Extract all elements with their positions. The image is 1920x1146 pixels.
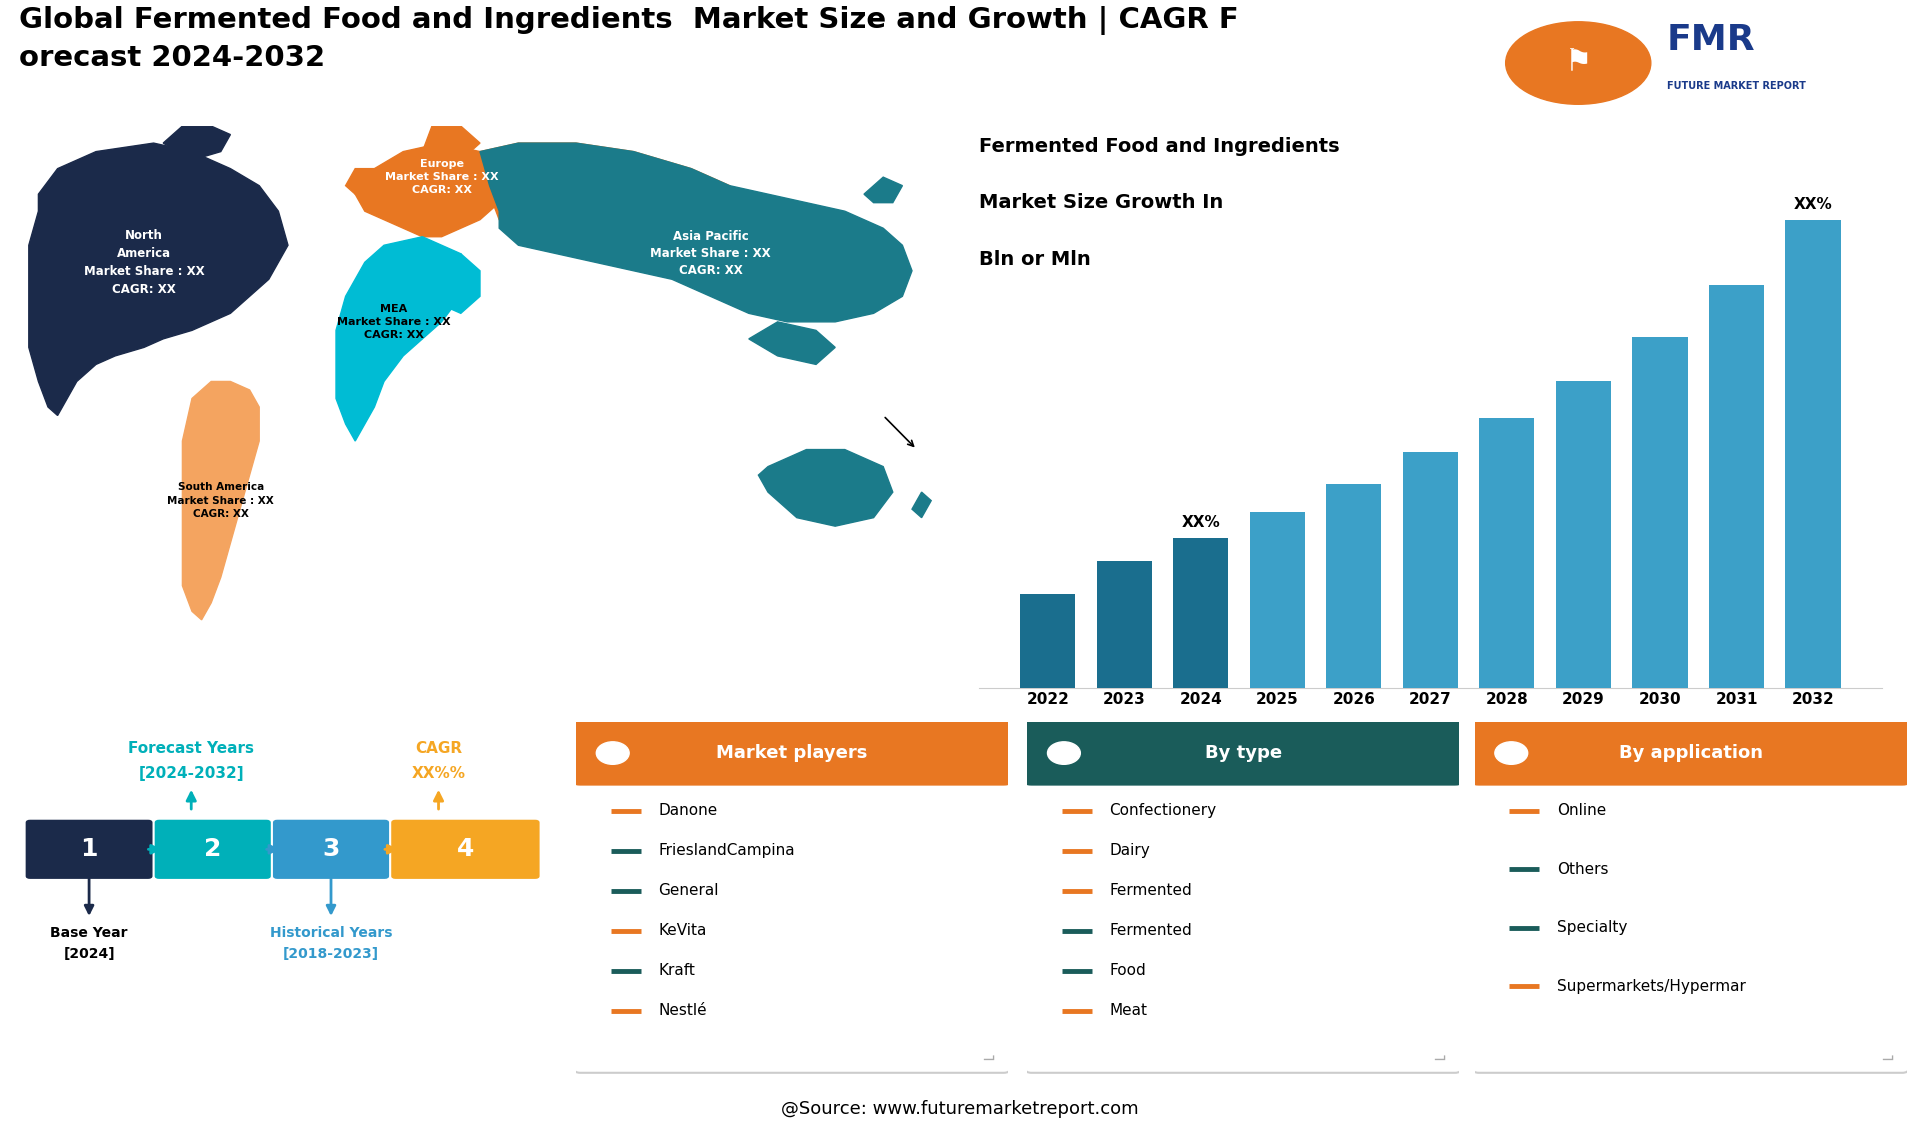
- Text: CAGR: CAGR: [415, 740, 463, 755]
- Text: South America
Market Share : XX
CAGR: XX: South America Market Share : XX CAGR: XX: [167, 482, 275, 519]
- Text: Fermented: Fermented: [1110, 884, 1192, 898]
- Polygon shape: [163, 126, 230, 160]
- Text: XX%: XX%: [1793, 197, 1832, 212]
- Text: Danone: Danone: [659, 803, 718, 818]
- Bar: [1555, 380, 1611, 688]
- Polygon shape: [480, 143, 749, 245]
- Polygon shape: [432, 253, 480, 313]
- Text: 3: 3: [323, 838, 340, 862]
- Text: Dairy: Dairy: [1110, 843, 1150, 858]
- FancyBboxPatch shape: [1021, 721, 1465, 786]
- Text: Confectionery: Confectionery: [1110, 803, 1217, 818]
- Text: Food: Food: [1110, 963, 1146, 978]
- Polygon shape: [758, 449, 893, 526]
- Polygon shape: [749, 322, 835, 364]
- Bar: [1327, 484, 1380, 688]
- Text: ⌐: ⌐: [1430, 1047, 1444, 1066]
- Text: Forecast Years: Forecast Years: [129, 740, 253, 755]
- Polygon shape: [29, 143, 288, 416]
- Text: Historical Years: Historical Years: [269, 926, 392, 940]
- FancyBboxPatch shape: [1469, 721, 1912, 786]
- FancyBboxPatch shape: [273, 819, 390, 879]
- Text: MEA
Market Share : XX
CAGR: XX: MEA Market Share : XX CAGR: XX: [336, 304, 451, 340]
- Text: 4: 4: [457, 838, 474, 862]
- Text: 1: 1: [81, 838, 98, 862]
- Bar: [1404, 452, 1457, 688]
- Polygon shape: [346, 168, 374, 194]
- Text: Kraft: Kraft: [659, 963, 695, 978]
- Text: ⚑: ⚑: [1565, 48, 1592, 78]
- Polygon shape: [864, 178, 902, 203]
- Text: Others: Others: [1557, 862, 1609, 877]
- Polygon shape: [182, 382, 259, 620]
- Text: Online: Online: [1557, 803, 1605, 818]
- FancyBboxPatch shape: [1473, 783, 1908, 1073]
- Text: [2024-2032]: [2024-2032]: [138, 766, 244, 780]
- FancyBboxPatch shape: [1025, 783, 1461, 1073]
- Text: Supermarkets/Hypermar: Supermarkets/Hypermar: [1557, 979, 1745, 994]
- Bar: [1632, 337, 1688, 688]
- FancyBboxPatch shape: [570, 721, 1014, 786]
- Text: FUTURE MARKET REPORT: FUTURE MARKET REPORT: [1667, 81, 1807, 91]
- Bar: [1173, 537, 1229, 688]
- Text: XX%%: XX%%: [411, 766, 465, 780]
- Polygon shape: [912, 492, 931, 518]
- Text: Asia Pacific
Market Share : XX
CAGR: XX: Asia Pacific Market Share : XX CAGR: XX: [651, 230, 770, 277]
- Text: ⌐: ⌐: [979, 1047, 993, 1066]
- Text: FrieslandCampina: FrieslandCampina: [659, 843, 795, 858]
- Circle shape: [1505, 22, 1651, 104]
- Polygon shape: [422, 126, 480, 160]
- Bar: [1480, 418, 1534, 688]
- Text: Specialty: Specialty: [1557, 920, 1626, 935]
- Bar: [1020, 594, 1075, 688]
- FancyBboxPatch shape: [392, 819, 540, 879]
- Text: KeVita: KeVita: [659, 924, 707, 939]
- Text: Base Year: Base Year: [50, 926, 129, 940]
- Text: Europe
Market Share : XX
CAGR: XX: Europe Market Share : XX CAGR: XX: [384, 159, 499, 195]
- Text: FMR: FMR: [1667, 23, 1755, 57]
- Polygon shape: [355, 143, 509, 237]
- Text: ⌐: ⌐: [1878, 1047, 1891, 1066]
- Text: North
America
Market Share : XX
CAGR: XX: North America Market Share : XX CAGR: XX: [84, 229, 204, 296]
- Text: By type: By type: [1204, 744, 1283, 762]
- FancyBboxPatch shape: [574, 783, 1010, 1073]
- Text: XX%: XX%: [1181, 516, 1221, 531]
- FancyBboxPatch shape: [25, 819, 152, 879]
- Text: [2024]: [2024]: [63, 948, 115, 961]
- Text: Global Fermented Food and Ingredients  Market Size and Growth | CAGR F
orecast 2: Global Fermented Food and Ingredients Ma…: [19, 6, 1238, 71]
- Text: By application: By application: [1619, 744, 1763, 762]
- Text: Fermented Food and Ingredients: Fermented Food and Ingredients: [979, 138, 1340, 156]
- Circle shape: [1496, 741, 1528, 764]
- Text: [2018-2023]: [2018-2023]: [282, 948, 378, 961]
- Text: Nestlé: Nestlé: [659, 1003, 707, 1018]
- Bar: [1250, 511, 1306, 688]
- Text: General: General: [659, 884, 718, 898]
- Circle shape: [597, 741, 630, 764]
- Text: @Source: www.futuremarketreport.com: @Source: www.futuremarketreport.com: [781, 1100, 1139, 1117]
- FancyBboxPatch shape: [156, 819, 271, 879]
- Text: Meat: Meat: [1110, 1003, 1148, 1018]
- Text: 2: 2: [204, 838, 221, 862]
- Text: Fermented: Fermented: [1110, 924, 1192, 939]
- Polygon shape: [480, 143, 912, 322]
- Text: Bln or Mln: Bln or Mln: [979, 250, 1091, 268]
- Circle shape: [1048, 741, 1081, 764]
- Bar: [1096, 562, 1152, 688]
- Bar: [1709, 285, 1764, 688]
- Text: Market Size Growth In: Market Size Growth In: [979, 194, 1223, 212]
- Text: Market players: Market players: [716, 744, 868, 762]
- Bar: [1786, 220, 1841, 688]
- Polygon shape: [336, 237, 470, 441]
